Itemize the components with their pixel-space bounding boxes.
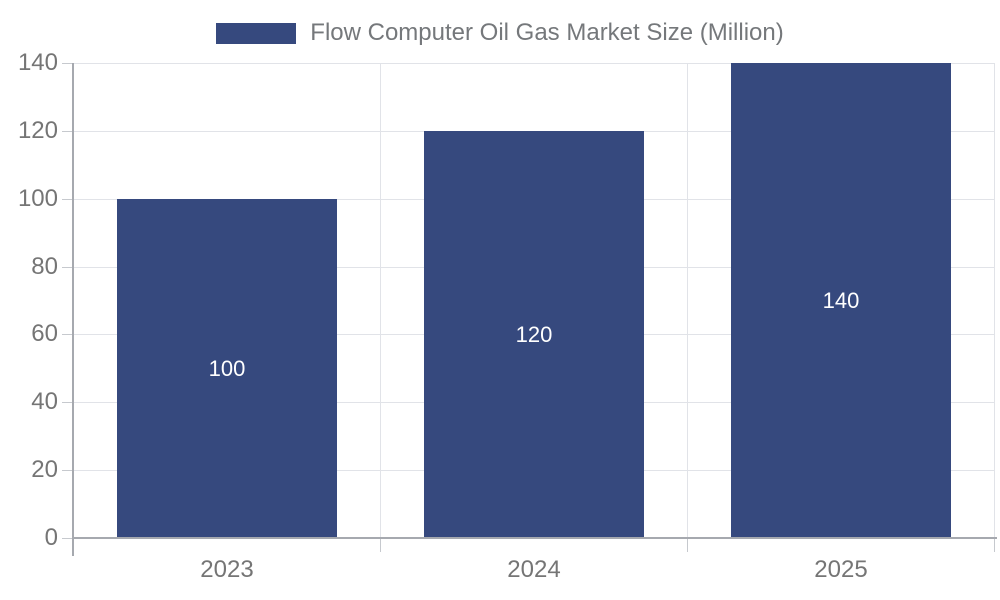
bar-value-label: 140	[822, 288, 860, 313]
y-axis-tick	[62, 131, 73, 132]
x-gridline	[380, 63, 381, 538]
y-axis-tick-label: 80	[31, 253, 58, 280]
y-axis-tick	[62, 63, 73, 64]
y-axis-line	[72, 63, 74, 556]
legend-label: Flow Computer Oil Gas Market Size (Milli…	[310, 19, 784, 46]
bar-2023[interactable]	[117, 199, 337, 538]
x-axis-line	[73, 537, 997, 539]
y-axis-tick-label: 100	[17, 185, 58, 212]
legend-swatch	[216, 22, 297, 44]
x-axis-category-label: 2023	[200, 556, 254, 583]
y-axis-tick	[62, 470, 73, 471]
bar-value-label: 120	[515, 322, 553, 347]
x-axis-tick	[994, 538, 995, 552]
x-axis-category-label: 2025	[814, 556, 868, 583]
x-axis-category-label: 2024	[507, 556, 561, 583]
y-axis-tick-label: 20	[31, 456, 58, 483]
chart-legend[interactable]: Flow Computer Oil Gas Market Size (Milli…	[0, 20, 1000, 46]
y-axis-tick-label: 120	[17, 117, 58, 144]
y-axis-tick-label: 140	[17, 49, 58, 76]
y-axis-tick	[62, 538, 73, 539]
bar-2025[interactable]	[731, 63, 951, 538]
y-axis-tick	[62, 199, 73, 200]
y-axis-tick-label: 0	[44, 524, 58, 551]
y-axis-tick	[62, 402, 73, 403]
x-gridline	[994, 63, 995, 538]
bar-value-label: 100	[208, 356, 246, 381]
y-axis-tick-label: 40	[31, 388, 58, 415]
y-axis-tick	[62, 334, 73, 335]
bar-2024[interactable]	[424, 131, 644, 538]
x-gridline	[687, 63, 688, 538]
y-gridline	[73, 63, 994, 64]
y-axis-tick	[62, 267, 73, 268]
x-axis-tick	[687, 538, 688, 552]
y-axis-tick-label: 60	[31, 320, 58, 347]
x-axis-tick	[380, 538, 381, 552]
